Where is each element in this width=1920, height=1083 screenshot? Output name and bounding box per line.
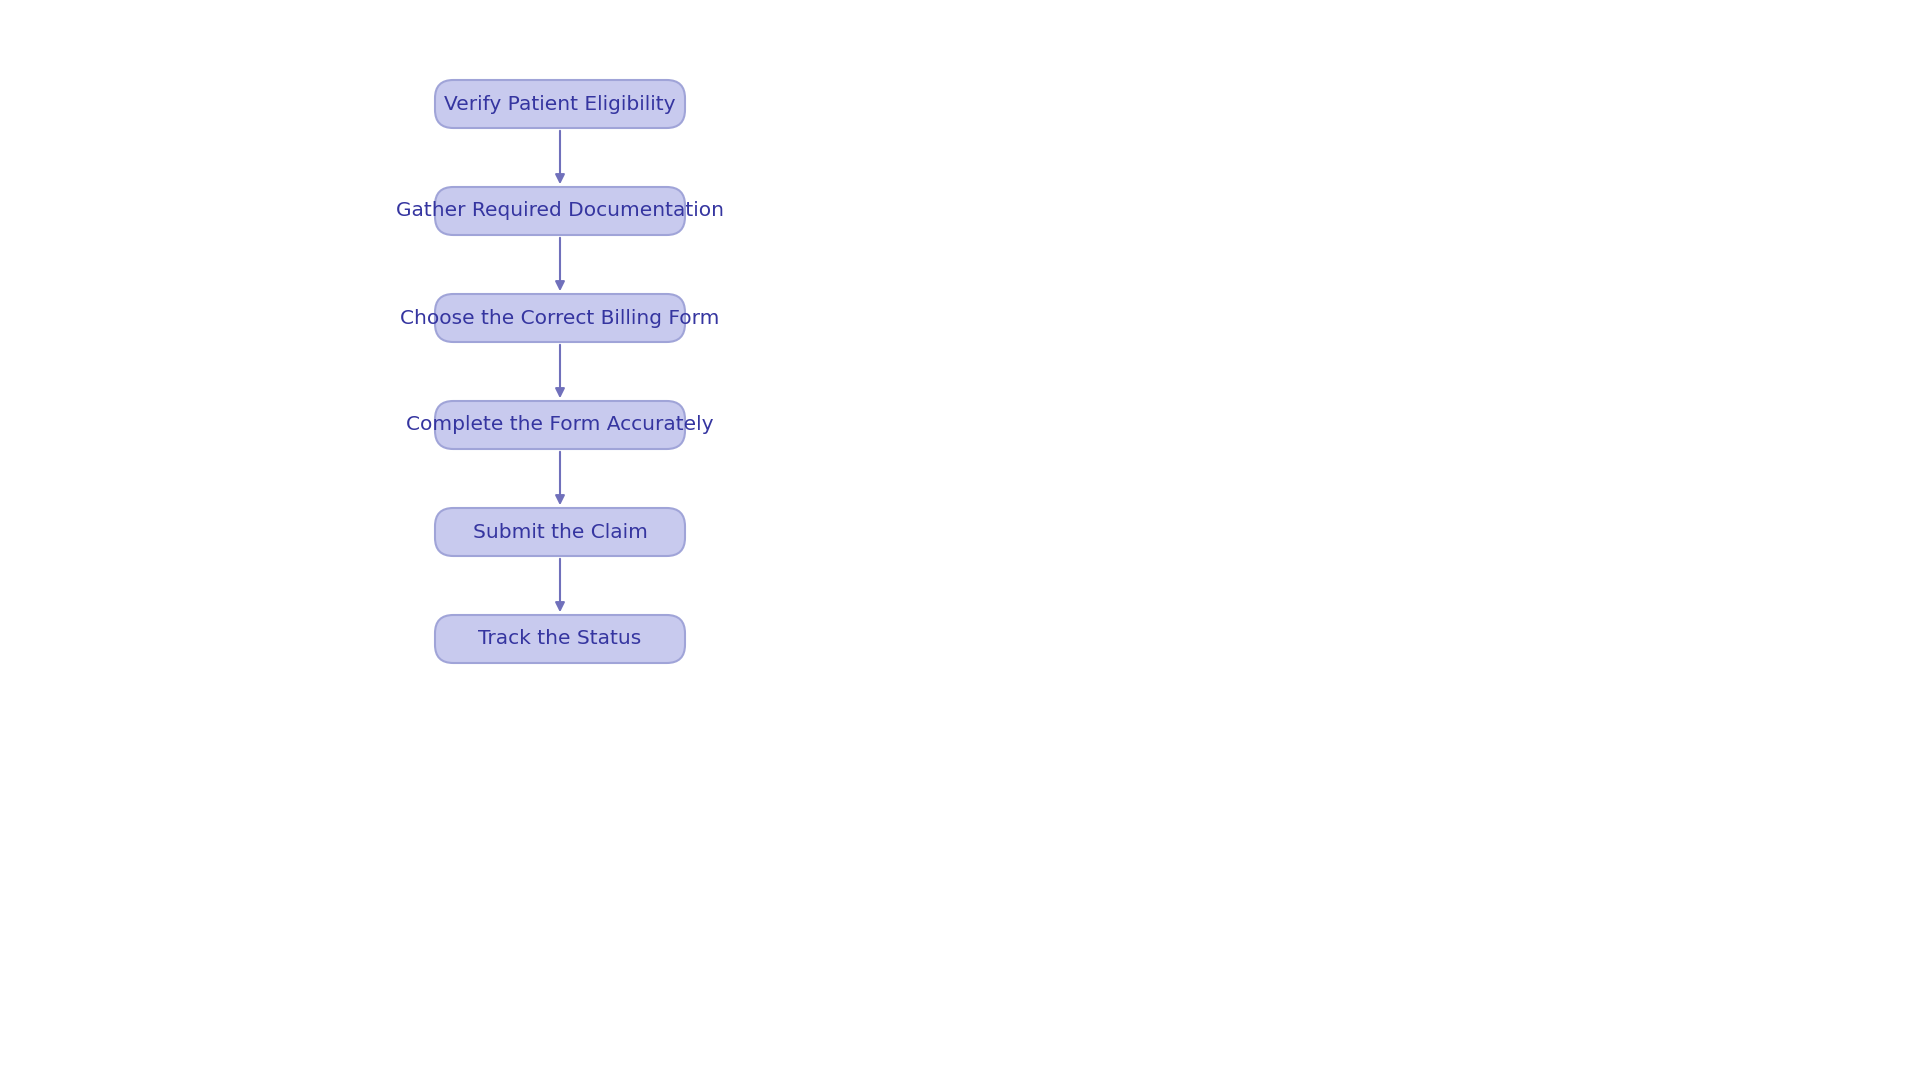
FancyBboxPatch shape: [436, 187, 685, 235]
FancyBboxPatch shape: [436, 401, 685, 449]
Text: Choose the Correct Billing Form: Choose the Correct Billing Form: [399, 309, 720, 327]
Text: Submit the Claim: Submit the Claim: [472, 522, 647, 542]
FancyBboxPatch shape: [436, 293, 685, 342]
FancyBboxPatch shape: [436, 615, 685, 663]
Text: Track the Status: Track the Status: [478, 629, 641, 649]
FancyBboxPatch shape: [436, 80, 685, 128]
FancyBboxPatch shape: [436, 508, 685, 556]
Text: Verify Patient Eligibility: Verify Patient Eligibility: [444, 94, 676, 114]
Text: Complete the Form Accurately: Complete the Form Accurately: [407, 416, 714, 434]
Text: Gather Required Documentation: Gather Required Documentation: [396, 201, 724, 221]
